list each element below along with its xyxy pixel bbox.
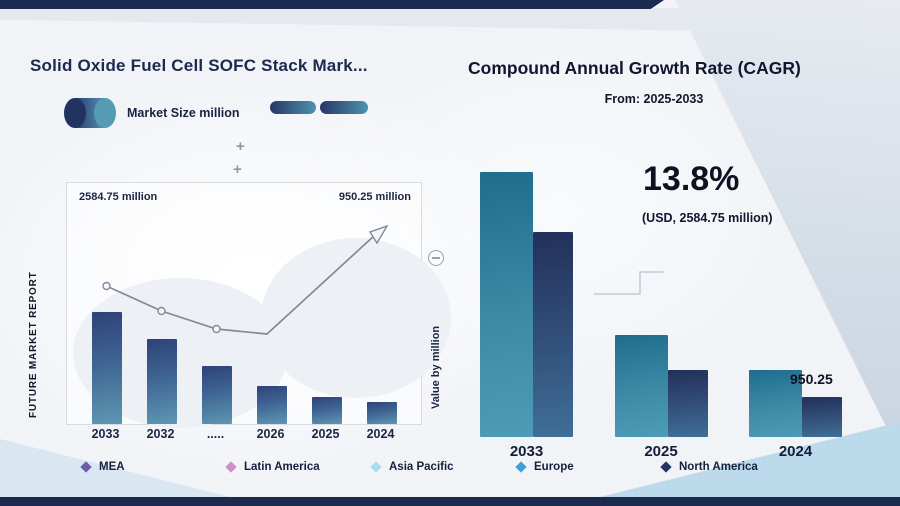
market-size-chart: 2584.75 million 950.25 million (66, 182, 451, 428)
chart-max-value: 2584.75 million (79, 191, 158, 203)
legend-diamond-icon (515, 461, 527, 473)
market-bar-3 (256, 385, 287, 424)
legend-diamond-icon (225, 461, 237, 473)
market-bar-1 (146, 338, 177, 424)
cagr-title: Compound Annual Growth Rate (CAGR) (468, 58, 801, 78)
cagr-bars (480, 172, 573, 437)
region-legend: MEA Latin America Asia Pacific Europe North … (80, 461, 807, 473)
legend-diamond-icon (660, 461, 672, 473)
legend-item-latin-america: Latin America (225, 461, 372, 473)
page-title: Solid Oxide Fuel Cell SOFC Stack Mark... (30, 56, 368, 75)
legend-label: MEA (99, 461, 125, 473)
market-size-legend: Market Size million (62, 94, 240, 132)
x-axis-label: 2026 (256, 427, 285, 441)
x-axis-label: 2025 (311, 427, 340, 441)
cagr-bar-group-2024: 2024 (749, 369, 842, 460)
market-bar-5 (366, 402, 397, 424)
top-navy-band (0, 0, 664, 9)
cagr-bar-2025-series-b (667, 369, 708, 437)
cagr-category-label: 2024 (778, 443, 813, 460)
step-line-decoration (594, 271, 664, 295)
legend-label: Latin America (244, 461, 320, 473)
market-bar-2 (201, 366, 232, 424)
cagr-bar-2033-series-a (480, 172, 533, 437)
cagr-bars (749, 369, 842, 437)
market-size-label: Market Size million (127, 106, 240, 120)
future-market-report-label: FUTURE MARKET REPORT (28, 271, 39, 418)
legend-label: Asia Pacific (389, 461, 454, 473)
cagr-bar-2024-series-b (802, 397, 842, 437)
x-axis-label: ..... (206, 427, 225, 441)
bottom-navy-band (0, 497, 900, 506)
legend-label: Europe (534, 461, 574, 473)
legend-item-asia-pacific: Asia Pacific (370, 461, 517, 473)
cagr-bar-2033-series-b (533, 231, 573, 437)
legend-diamond-icon (370, 461, 382, 473)
cagr-bar-2024-series-a (749, 369, 802, 437)
x-axis-label: 2032 (146, 427, 175, 441)
cagr-value: 13.8% (643, 160, 740, 198)
market-bar-0 (91, 312, 122, 424)
cagr-bar-group-2025: 2025 (614, 335, 708, 460)
bar-value-callout: 950.25 (790, 371, 833, 387)
legend-diamond-icon (80, 461, 92, 473)
cagr-note: (USD, 2584.75 million) (642, 211, 773, 225)
market-size-bars (67, 212, 421, 424)
legend-label: North America (679, 461, 758, 473)
plus-decoration-icon: + (236, 138, 245, 155)
cagr-bar-2025-series-a (614, 335, 668, 437)
legend-item-mea: MEA (80, 461, 227, 473)
value-by-million-label: Value by million (430, 325, 442, 409)
gradient-pill-icon (320, 101, 368, 114)
x-axis-label: 2033 (91, 427, 120, 441)
cagr-category-label: 2033 (509, 443, 544, 460)
gradient-pill-icon (270, 101, 316, 114)
cagr-bar-group-2033: 2033 (480, 172, 573, 460)
cagr-bar-chart: 2033 2025 2024 (480, 142, 842, 460)
legend-item-north-america: North America (660, 461, 807, 473)
market-bar-4 (311, 396, 342, 424)
cagr-subtitle: From: 2025-2033 (604, 92, 704, 106)
chart-min-value: 950.25 million (338, 191, 411, 203)
cagr-bars (614, 335, 708, 437)
x-axis-label: 2024 (366, 427, 395, 441)
cylinder-icon (64, 98, 116, 128)
plus-decoration-icon: + (233, 161, 242, 178)
x-axis-labels: 2033 2032..... 2026 2025 2024 (66, 427, 420, 441)
circle-minus-icon (428, 250, 444, 266)
cagr-category-label: 2025 (644, 443, 678, 460)
legend-item-europe: Europe (515, 461, 662, 473)
